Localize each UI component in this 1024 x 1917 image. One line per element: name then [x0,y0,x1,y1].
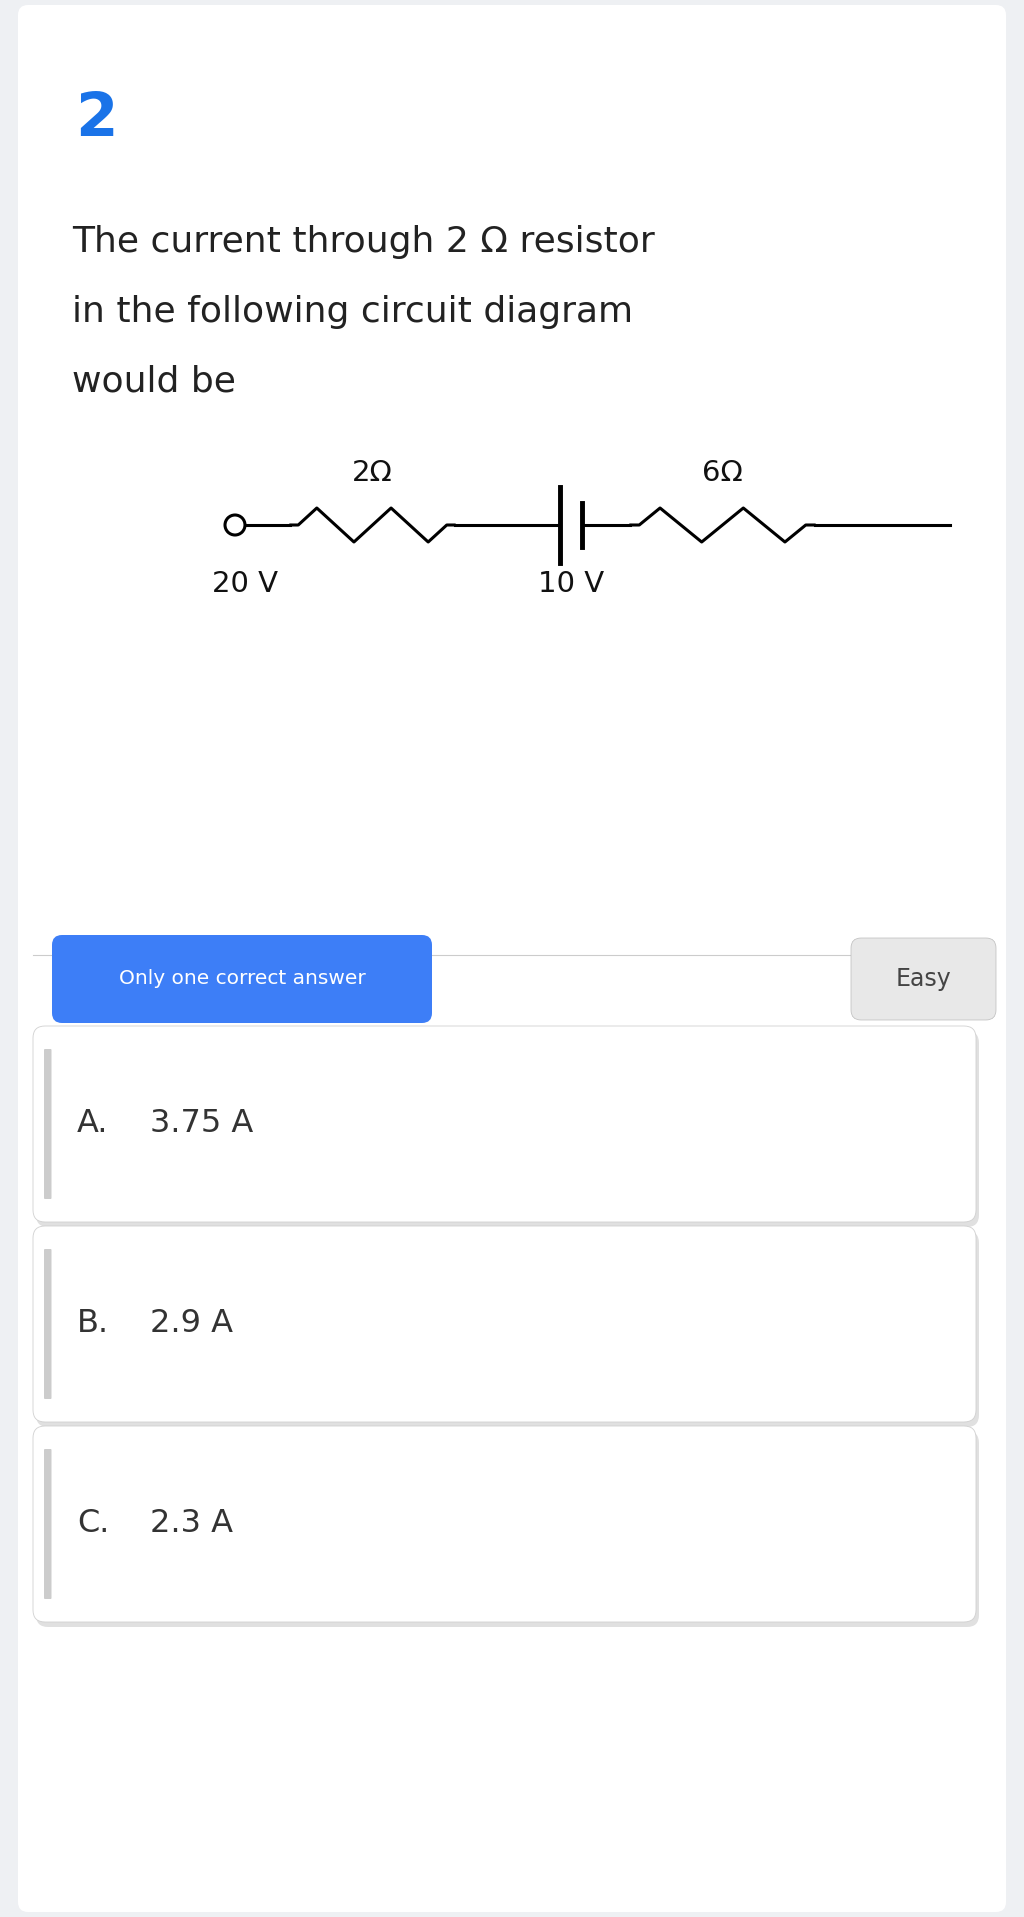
Text: would be: would be [72,364,236,399]
FancyBboxPatch shape [851,937,996,1020]
Text: Only one correct answer: Only one correct answer [119,970,366,989]
Text: Easy: Easy [896,966,951,991]
FancyBboxPatch shape [44,1449,51,1599]
FancyBboxPatch shape [33,1026,976,1221]
FancyBboxPatch shape [44,1250,51,1399]
Text: 10 V: 10 V [538,569,604,598]
Text: B.: B. [77,1309,110,1340]
FancyBboxPatch shape [33,1227,976,1422]
Text: 3.75 A: 3.75 A [150,1108,253,1139]
Text: A.: A. [77,1108,109,1139]
FancyBboxPatch shape [36,1231,979,1426]
FancyBboxPatch shape [33,1426,976,1622]
Text: 2: 2 [75,90,118,150]
Text: 2Ω: 2Ω [352,458,393,487]
Text: 6Ω: 6Ω [702,458,742,487]
Text: 2.9 A: 2.9 A [150,1309,233,1340]
FancyBboxPatch shape [44,1049,51,1198]
FancyBboxPatch shape [52,935,432,1024]
Text: 20 V: 20 V [212,569,278,598]
Text: C.: C. [77,1509,110,1539]
FancyBboxPatch shape [36,1031,979,1227]
FancyBboxPatch shape [18,6,1006,1911]
Text: The current through 2 Ω resistor: The current through 2 Ω resistor [72,224,654,259]
Text: 2.3 A: 2.3 A [150,1509,233,1539]
FancyBboxPatch shape [36,1430,979,1628]
Text: in the following circuit diagram: in the following circuit diagram [72,295,633,330]
